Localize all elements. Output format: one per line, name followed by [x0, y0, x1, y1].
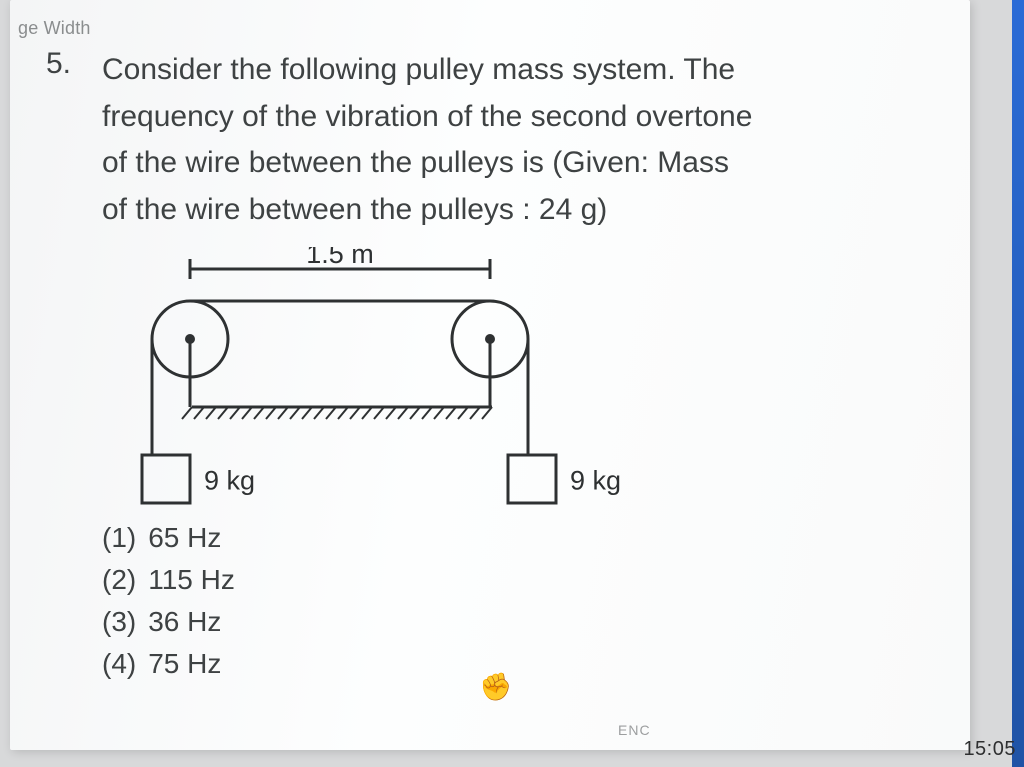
question-line: of the wire between the pulleys : 24 g) [102, 193, 607, 226]
option-number: (3) [102, 606, 136, 638]
cutoff-ui-fragment: ge Width [18, 18, 930, 39]
option-text: 65 Hz [148, 522, 221, 554]
option-text: 36 Hz [148, 606, 221, 638]
option-text: 75 Hz [148, 648, 221, 680]
question-line: frequency of the vibration of the second… [102, 100, 752, 133]
question-line: of the wire between the pulleys is (Give… [102, 146, 729, 179]
document-page: ge Width 5. Consider the following pulle… [10, 0, 970, 750]
question-text: Consider the following pulley mass syste… [102, 47, 752, 233]
option-1[interactable]: (1) 65 Hz [102, 522, 930, 554]
question-block: 5. Consider the following pulley mass sy… [46, 47, 930, 233]
option-3[interactable]: (3) 36 Hz [102, 606, 930, 638]
svg-text:9 kg: 9 kg [570, 466, 621, 496]
option-text: 115 Hz [148, 564, 235, 596]
browser-right-accent [1012, 0, 1024, 767]
pulley-svg: 1.5 m 9 kg 9 kg [102, 247, 622, 507]
grab-cursor-icon: ✊ [478, 670, 514, 705]
option-number: (4) [102, 648, 136, 680]
question-number: 5. [46, 47, 80, 233]
svg-text:1.5 m: 1.5 m [306, 247, 374, 269]
question-line: Consider the following pulley mass syste… [102, 53, 735, 86]
pulley-diagram: 1.5 m 9 kg 9 kg [102, 247, 930, 512]
options-list: (1) 65 Hz (2) 115 Hz (3) 36 Hz (4) 75 Hz [102, 522, 930, 680]
option-number: (1) [102, 522, 136, 554]
option-number: (2) [102, 564, 136, 596]
cutoff-eng-label: ENC [618, 722, 651, 738]
option-2[interactable]: (2) 115 Hz [102, 564, 930, 596]
option-4[interactable]: (4) 75 Hz [102, 648, 930, 680]
taskbar-clock: 15:05 [963, 738, 1016, 761]
svg-text:9 kg: 9 kg [204, 466, 255, 496]
